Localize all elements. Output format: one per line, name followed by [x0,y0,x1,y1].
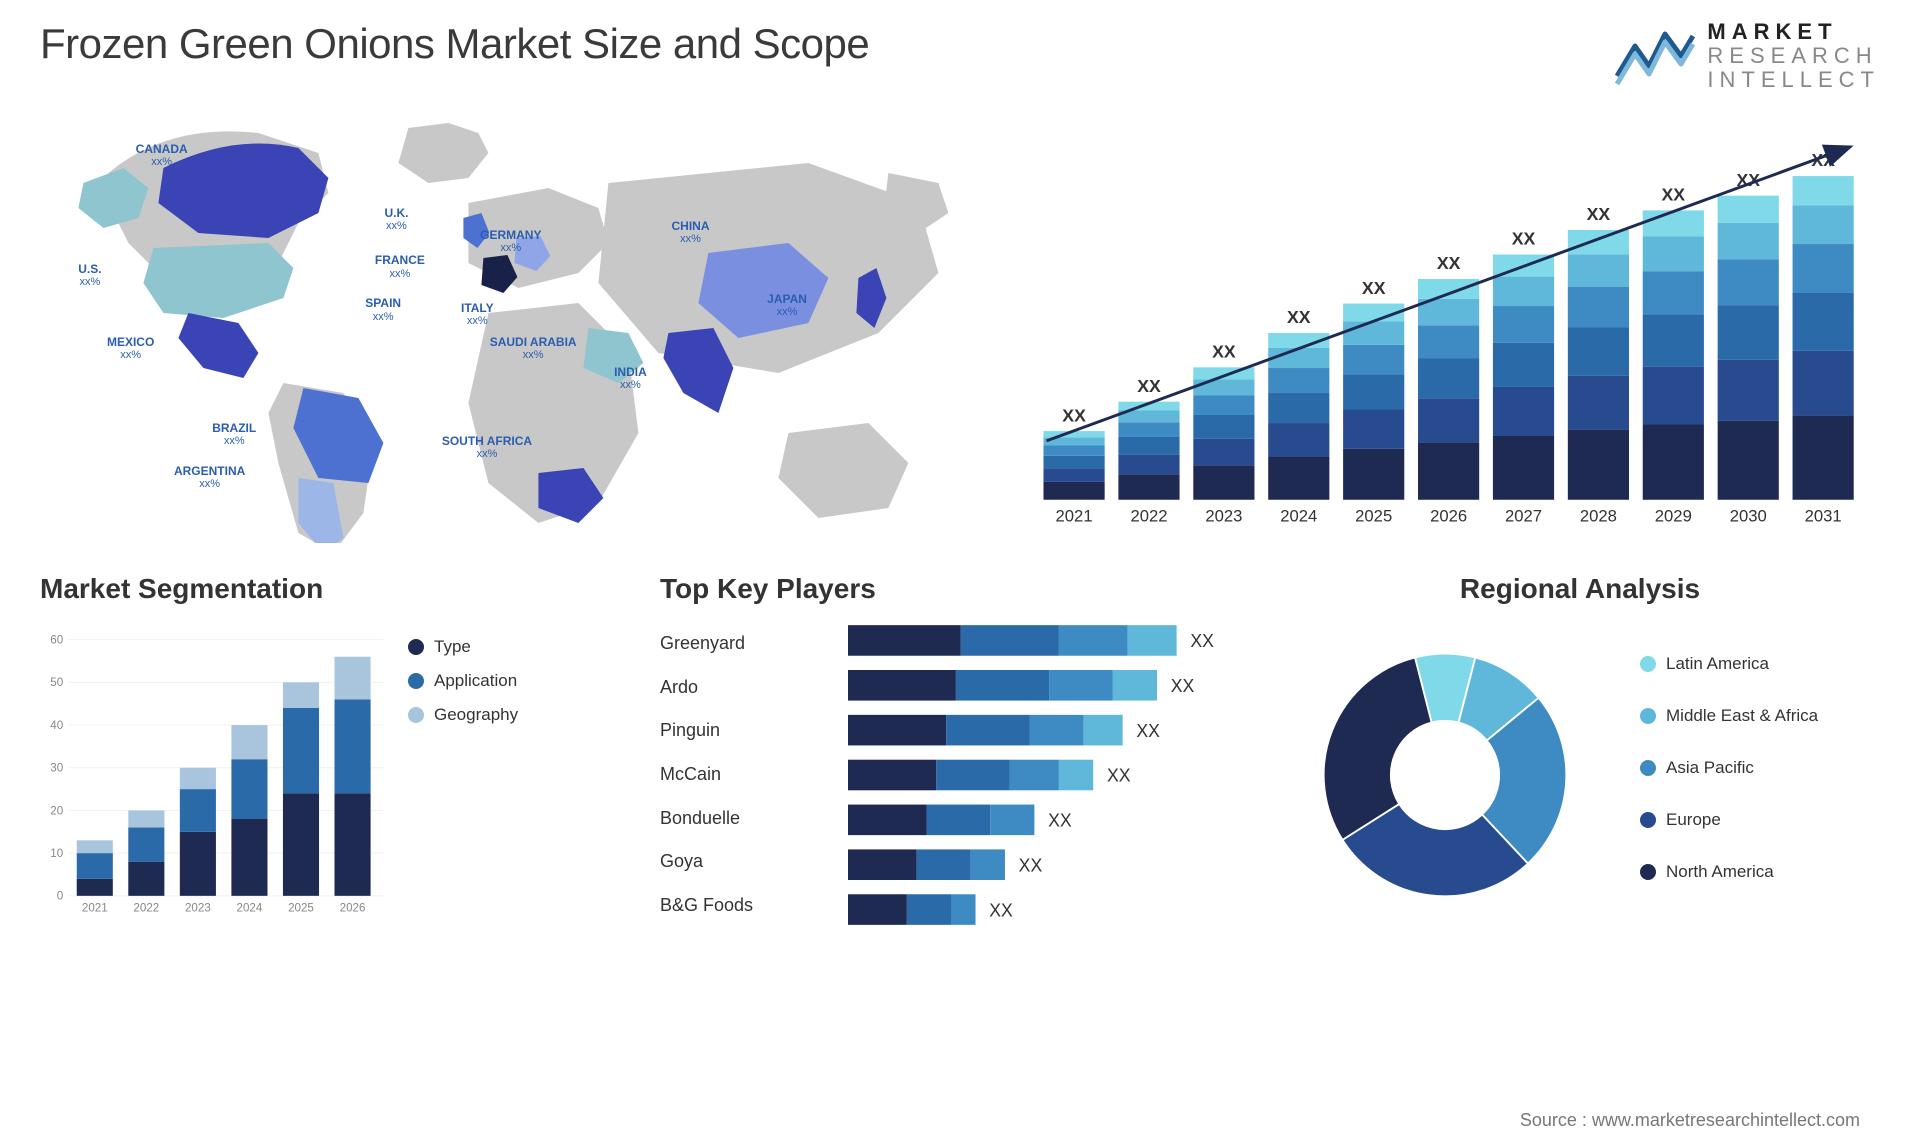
segmentation-panel: Market Segmentation 0 10 20 30 40 50 60 2021 202… [40,573,640,933]
svg-text:XX: XX [1661,184,1685,204]
svg-text:2025: 2025 [1355,506,1392,525]
svg-text:2021: 2021 [82,901,108,914]
svg-text:20: 20 [50,804,63,817]
svg-text:2022: 2022 [1130,506,1167,525]
map-label: MEXICOxx% [107,336,154,361]
svg-text:XX: XX [1512,228,1536,248]
brand-line2: RESEARCH [1707,44,1880,68]
svg-text:XX: XX [1062,405,1086,425]
svg-text:30: 30 [50,761,63,774]
key-player-name: Pinguin [660,720,828,741]
regional-legend: Latin America Middle East & Africa Asia Pa… [1640,654,1880,896]
key-players-bar-chart: XX XX XX XX XX XX XX [848,617,1260,933]
brand-logo-icon [1615,26,1695,86]
key-player-name: Greenyard [660,633,828,654]
source-text: Source : www.marketresearchintellect.com [1520,1110,1860,1131]
svg-text:10: 10 [50,847,63,860]
regional-title: Regional Analysis [1280,573,1880,605]
regional-donut-chart [1305,635,1585,915]
key-player-name: Bonduelle [660,808,828,829]
key-players-title: Top Key Players [660,573,1260,605]
svg-text:XX: XX [1362,277,1386,297]
key-player-name: McCain [660,764,828,785]
map-label: CHINAxx% [671,220,709,245]
svg-text:2026: 2026 [1430,506,1467,525]
brand-line3: INTELLECT [1707,68,1880,92]
svg-text:40: 40 [50,718,63,731]
legend-item: Geography [408,705,640,725]
growth-bar-chart: XX 2021 XX 2022 XX 2023 XX 2024 XX 2025 XX 2026 XX 20… [1017,123,1880,543]
svg-text:2025: 2025 [288,901,314,914]
map-label: U.S.xx% [78,263,101,288]
svg-text:XX: XX [1586,204,1610,224]
map-label: BRAZILxx% [212,422,256,447]
top-row: CANADAxx% U.S.xx% MEXICOxx% BRAZILxx% ARGENT… [40,113,1880,543]
map-label: CANADAxx% [136,143,188,168]
map-label: SAUDI ARABIAxx% [490,336,577,361]
svg-text:2029: 2029 [1655,506,1692,525]
key-players-list: Greenyard Ardo Pinguin McCain Bonduelle Goya B… [660,617,828,933]
segmentation-title: Market Segmentation [40,573,640,605]
legend-item: Type [408,637,640,657]
svg-text:2028: 2028 [1580,506,1617,525]
map-label: INDIAxx% [614,366,647,391]
map-label: JAPANxx% [767,293,807,318]
header: Frozen Green Onions Market Size and Scop… [40,20,1880,93]
svg-text:2021: 2021 [1055,506,1092,525]
brand-block: MARKET RESEARCH INTELLECT [1615,20,1880,93]
map-label: SPAINxx% [365,297,401,322]
legend-item: Middle East & Africa [1640,706,1880,726]
key-player-name: Goya [660,851,828,872]
regional-panel: Regional Analysis Latin America Middle Ea… [1280,573,1880,933]
legend-item: North America [1640,862,1880,882]
svg-text:XX: XX [1437,253,1461,273]
brand-line1: MARKET [1707,20,1880,44]
page-title: Frozen Green Onions Market Size and Scop… [40,20,869,68]
svg-text:0: 0 [57,889,63,902]
svg-text:XX: XX [1171,675,1195,695]
map-label: SOUTH AFRICAxx% [442,435,532,460]
map-label: ITALYxx% [461,302,494,327]
svg-text:XX: XX [1137,375,1161,395]
map-label: FRANCExx% [375,254,425,279]
svg-text:2024: 2024 [1280,506,1317,525]
svg-text:XX: XX [1287,307,1311,327]
svg-text:XX: XX [1107,765,1131,785]
segmentation-legend: Type Application Geography [408,617,640,933]
svg-text:XX: XX [1212,341,1236,361]
svg-text:2022: 2022 [133,901,159,914]
svg-text:XX: XX [1190,630,1214,650]
svg-text:XX: XX [1019,855,1043,875]
svg-text:60: 60 [50,633,63,646]
legend-item: Europe [1640,810,1880,830]
world-map-panel: CANADAxx% U.S.xx% MEXICOxx% BRAZILxx% ARGENT… [40,113,997,543]
map-label: ARGENTINAxx% [174,465,245,490]
segmentation-bar-chart: 0 10 20 30 40 50 60 2021 2022 2023 2024 2025 2026 [40,617,388,933]
legend-item: Application [408,671,640,691]
map-label: GERMANYxx% [480,229,541,254]
svg-text:2027: 2027 [1505,506,1542,525]
svg-text:2026: 2026 [340,901,366,914]
svg-text:50: 50 [50,676,63,689]
svg-text:2023: 2023 [185,901,211,914]
growth-chart-panel: XX 2021 XX 2022 XX 2023 XX 2024 XX 2025 XX 2026 XX 20… [1017,113,1880,543]
svg-text:XX: XX [1136,720,1160,740]
key-player-name: B&G Foods [660,895,828,916]
svg-text:2023: 2023 [1205,506,1242,525]
legend-item: Latin America [1640,654,1880,674]
key-player-name: Ardo [660,677,828,698]
svg-text:2031: 2031 [1804,506,1841,525]
legend-item: Asia Pacific [1640,758,1880,778]
svg-text:XX: XX [1048,810,1072,830]
key-players-panel: Top Key Players Greenyard Ardo Pinguin McCa… [660,573,1260,933]
bottom-row: Market Segmentation 0 10 20 30 40 50 60 2021 202… [40,573,1880,933]
svg-text:2024: 2024 [237,901,263,914]
svg-text:2030: 2030 [1729,506,1766,525]
svg-text:XX: XX [989,900,1013,920]
map-label: U.K.xx% [384,207,408,232]
